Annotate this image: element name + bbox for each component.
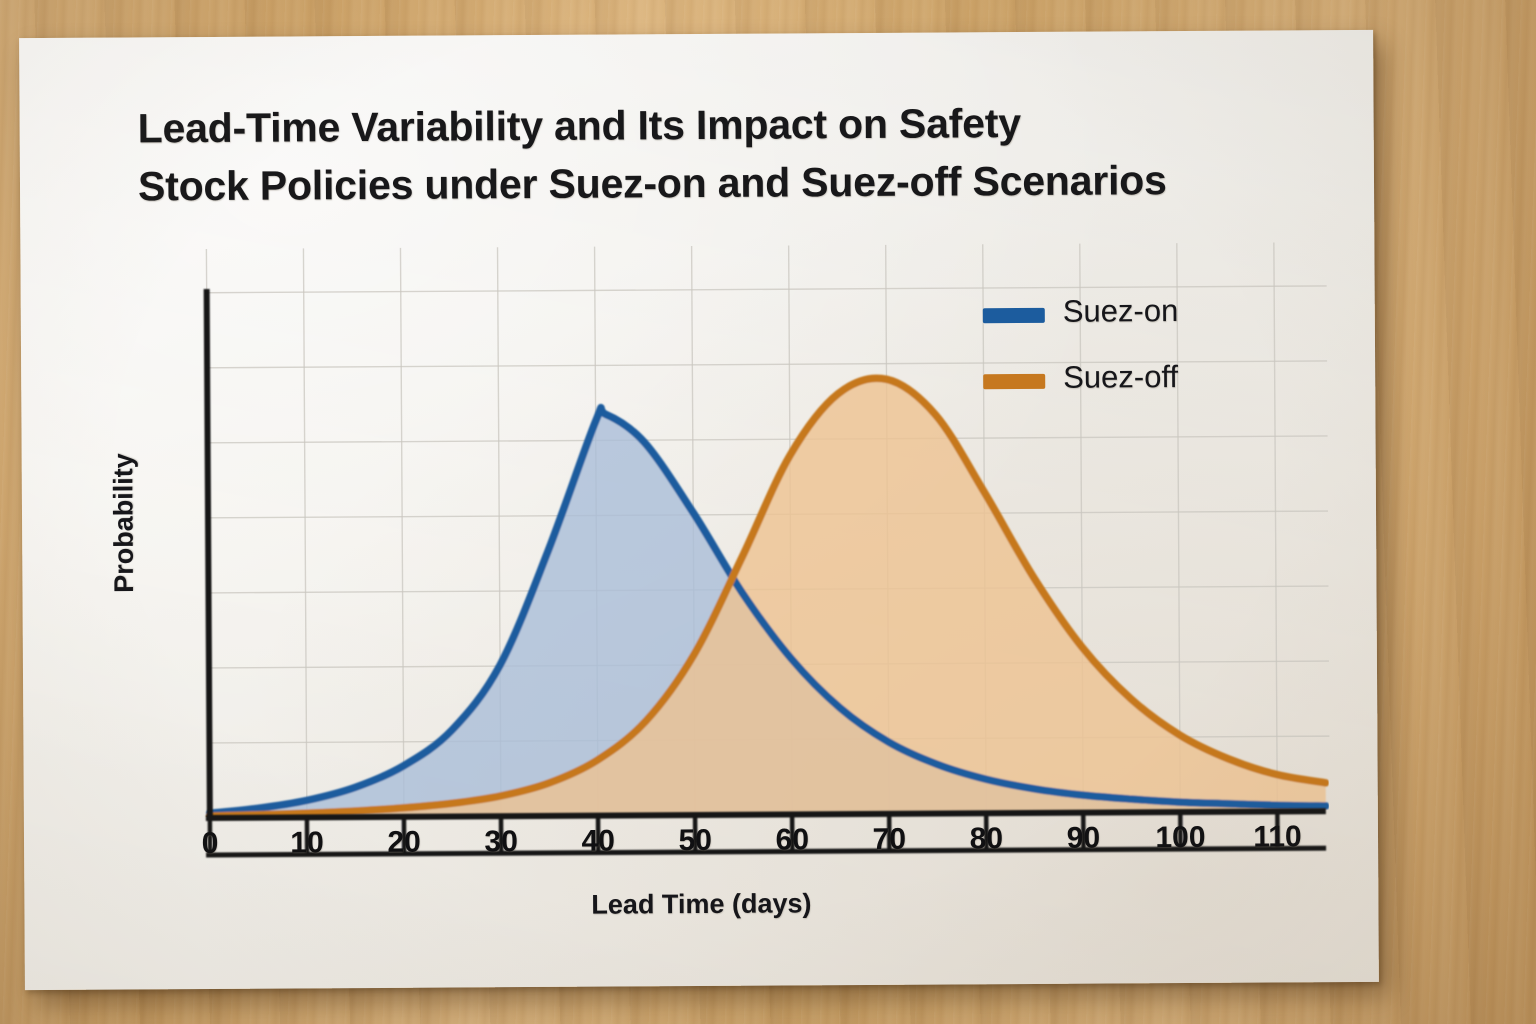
suez-off-area-fill	[209, 378, 1326, 818]
probability-density-chart	[203, 242, 1330, 858]
legend-label-suez-on: Suez-on	[1062, 293, 1179, 329]
x-tick-label-30: 30	[484, 825, 518, 859]
legend-swatch-suez-on	[982, 307, 1045, 324]
x-tick-label-0: 0	[201, 826, 219, 861]
y-axis-line	[203, 288, 213, 820]
x-axis-line	[205, 808, 1326, 822]
legend-label-suez-off: Suez-off	[1063, 359, 1179, 395]
x-tick-label-80: 80	[969, 822, 1004, 856]
suez-on-curve	[206, 404, 1329, 818]
suez-off-curve	[206, 374, 1329, 818]
suez-on-area-fill	[209, 407, 1326, 818]
x-tick-label-100: 100	[1155, 820, 1206, 855]
x-tick-label-60: 60	[775, 823, 810, 857]
printed-chart-paper: Lead-Time Variability and Its Impact on …	[19, 29, 1379, 991]
x-axis-tick-marks	[207, 811, 1280, 856]
x-tick-label-20: 20	[387, 825, 421, 859]
x-tick-label-40: 40	[581, 824, 615, 858]
x-tick-label-90: 90	[1066, 821, 1101, 855]
x-tick-label-110: 110	[1253, 820, 1302, 854]
x-tick-label-10: 10	[290, 826, 324, 860]
y-axis-label: Probability	[108, 453, 139, 593]
legend-swatch-suez-off	[983, 373, 1046, 390]
x-axis-outer-rule	[206, 845, 1327, 858]
x-tick-label-50: 50	[678, 823, 713, 858]
x-tick-label-70: 70	[872, 822, 907, 856]
